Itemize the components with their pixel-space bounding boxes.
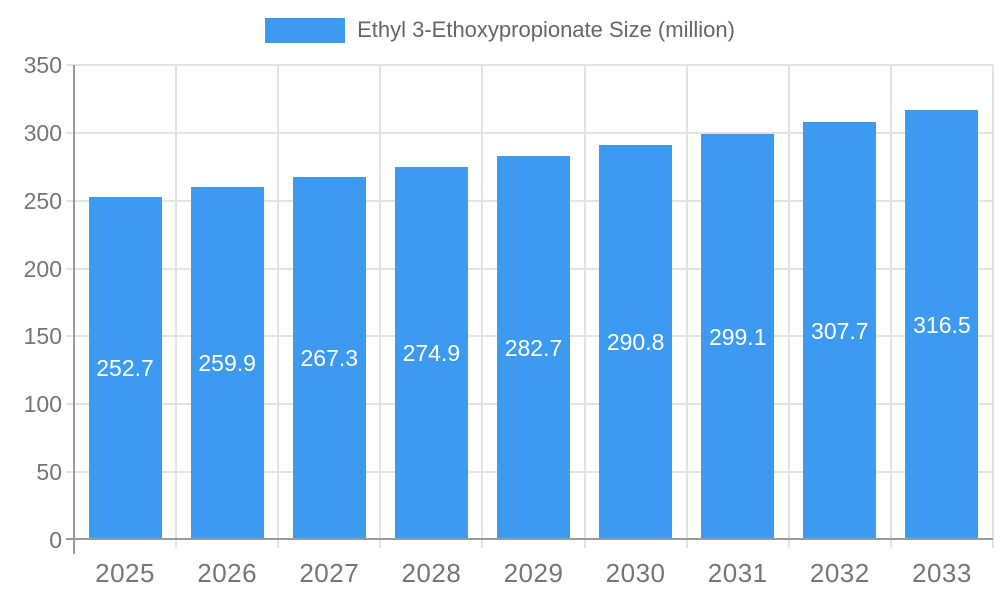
x-tick-label-2028: 2028 (401, 558, 462, 588)
bar-2028[interactable]: 274.9 (394, 166, 468, 540)
gridline-x-boundary-6 (685, 65, 688, 548)
chart-legend[interactable]: Ethyl 3-Ethoxypropionate Size (million) (0, 16, 1000, 44)
gridline-x-boundary-8 (889, 65, 892, 548)
bar-2026[interactable]: 259.9 (190, 187, 264, 540)
bar-value-label: 299.1 (708, 323, 767, 350)
x-tick-label-2027: 2027 (299, 558, 360, 588)
x-tick-label-2029: 2029 (503, 558, 564, 588)
bar-2029[interactable]: 282.7 (497, 156, 570, 540)
legend-swatch (265, 17, 346, 43)
y-tick-label-50: 50 (36, 459, 62, 486)
gridline-y-350 (66, 64, 993, 66)
bar-value-label: 307.7 (811, 317, 869, 344)
y-axis-line (73, 65, 75, 554)
x-tick-label-2033: 2033 (912, 558, 972, 588)
y-tick-label-250: 250 (23, 187, 62, 214)
gridline-x-boundary-7 (787, 65, 790, 548)
y-tick-label-100: 100 (23, 391, 62, 418)
bar-2033[interactable]: 316.5 (905, 110, 979, 540)
y-tick-label-300: 300 (23, 119, 62, 146)
legend-label: Ethyl 3-Ethoxypropionate Size (million) (357, 17, 735, 42)
x-tick-label-2025: 2025 (95, 558, 155, 588)
bar-value-label: 282.7 (504, 334, 563, 361)
bar-value-label: 316.5 (913, 311, 971, 338)
bar-value-label: 259.9 (198, 350, 256, 377)
x-axis-line (66, 538, 993, 540)
bar-value-label: 252.7 (96, 355, 154, 382)
bar-value-label: 290.8 (606, 329, 665, 356)
bar-value-label: 274.9 (402, 339, 461, 366)
bar-2032[interactable]: 307.7 (803, 122, 877, 540)
gridline-x-boundary-2 (277, 65, 280, 548)
plot-area: 252.7 259.9 267.3 274.9 282.7 290.8 299.1 307.7… (66, 64, 994, 554)
x-tick-label-2026: 2026 (197, 558, 258, 588)
gridline-y-300 (66, 131, 993, 134)
y-tick-label-200: 200 (23, 255, 62, 282)
y-tick-label-350: 350 (23, 52, 62, 78)
bar-2031[interactable]: 299.1 (701, 134, 775, 540)
bar-2027[interactable]: 267.3 (292, 177, 366, 540)
bar-value-label: 267.3 (300, 345, 359, 372)
gridline-x-boundary-4 (481, 65, 484, 548)
gridline-x-boundary-5 (583, 65, 586, 548)
x-tick-label-2031: 2031 (707, 558, 768, 588)
y-tick-label-150: 150 (23, 323, 62, 350)
x-tick-label-2032: 2032 (809, 558, 870, 588)
y-axis-labels: 0 50 100 150 200 250 300 350 (0, 53, 62, 552)
gridline-x-boundary-3 (379, 65, 382, 548)
gridline-x-boundary-1 (175, 65, 178, 548)
bar-2025[interactable]: 252.7 (88, 197, 162, 540)
y-tick-label-0: 0 (49, 527, 62, 553)
x-axis-labels: 2025 2026 2027 2028 2029 2030 2031 2032 2033 (74, 558, 993, 592)
bar-2030[interactable]: 290.8 (599, 145, 673, 540)
x-tick-label-2030: 2030 (605, 558, 666, 588)
gridline-x-boundary-9 (992, 65, 994, 548)
